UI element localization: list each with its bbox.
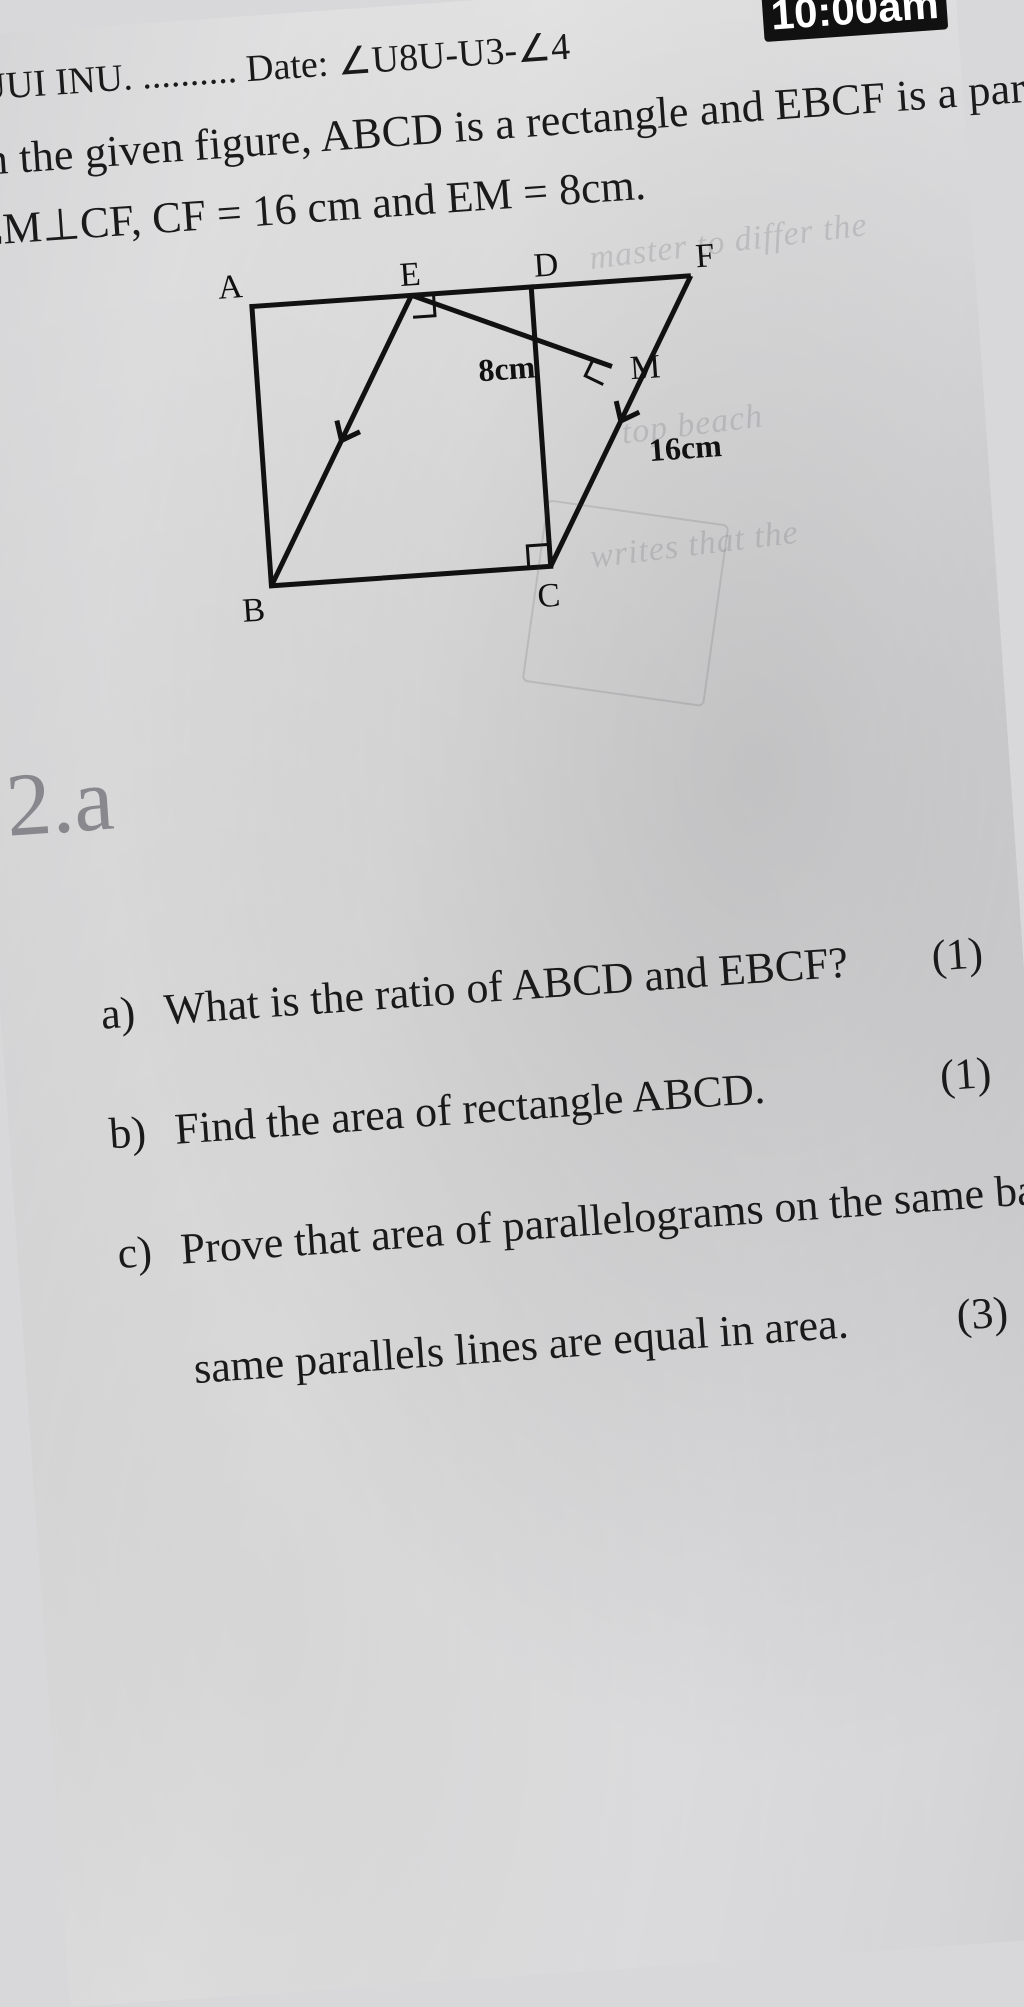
q-c-line2: same parallels lines are equal in area. [192, 1297, 850, 1394]
roll-no-date-text: IUUI INU. .......... Date: ∠U8U-U3-∠4 [0, 26, 571, 110]
q-c: c) Prove that area of parallelograms on … [116, 1145, 1024, 1279]
label-M: M [629, 348, 662, 387]
label-A: A [217, 268, 245, 307]
label-8cm: 8cm [477, 348, 537, 388]
q-c-label: c) [116, 1227, 154, 1278]
time-badge-wrap: 10:00am [761, 0, 948, 42]
q-a-label: a) [99, 987, 137, 1038]
q-b-marks: (1) [938, 1047, 993, 1101]
q-c-text1: Prove that area of parallelograms on the… [179, 1146, 1024, 1273]
q-b: b) Find the area of rectangle ABCD. [107, 1063, 766, 1160]
q-b-label: b) [108, 1107, 148, 1158]
label-F: F [694, 237, 715, 275]
label-B: B [241, 591, 266, 629]
label-D: D [532, 246, 559, 285]
q-a-text: What is the ratio of ABCD and EBCF? [162, 938, 849, 1035]
q-b-text: Find the area of rectangle ABCD. [173, 1064, 766, 1154]
q-a: a) What is the ratio of ABCD and EBCF? [99, 937, 850, 1040]
label-16cm: 16cm [648, 427, 724, 468]
label-E: E [398, 256, 421, 294]
exam-page: IUUI INU. .......... Date: ∠U8U-U3-∠4 10… [0, 0, 1024, 2007]
pencil-scribble-box [522, 499, 730, 707]
q-a-marks: (1) [930, 927, 985, 981]
rect-ABCD [252, 287, 551, 586]
hand-2a: 2.a [3, 747, 117, 857]
time-badge: 10:00am [761, 0, 948, 42]
q-c-marks: (3) [955, 1286, 1010, 1340]
roll-no-date: IUUI INU. .......... Date: ∠U8U-U3-∠4 [0, 24, 571, 111]
